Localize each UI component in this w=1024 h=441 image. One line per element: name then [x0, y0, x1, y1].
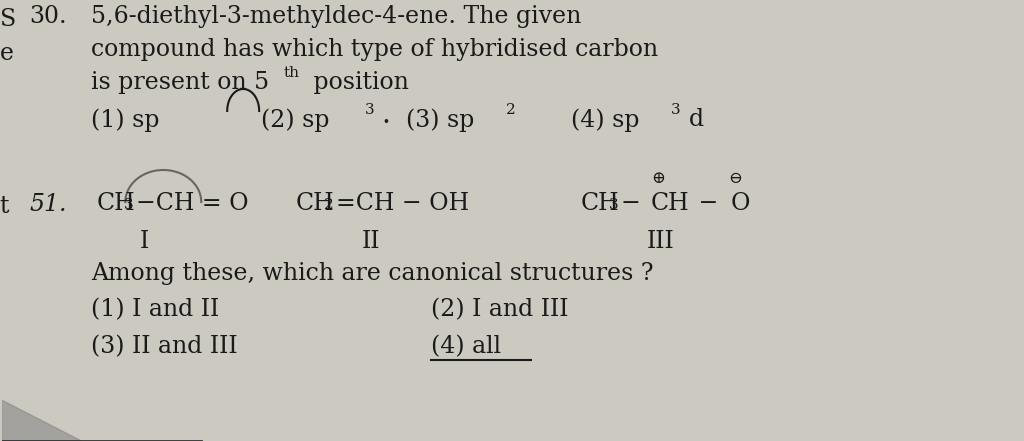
Text: (3) II and III: (3) II and III: [91, 335, 238, 358]
Text: Among these, which are canonical structures ?: Among these, which are canonical structu…: [91, 262, 654, 285]
Text: 2: 2: [324, 198, 334, 212]
Text: −: −: [621, 192, 640, 215]
Text: (4) sp: (4) sp: [570, 108, 639, 131]
Text: −CH = O: −CH = O: [136, 192, 249, 215]
Text: =CH − OH: =CH − OH: [336, 192, 469, 215]
Text: (1) sp: (1) sp: [91, 108, 160, 131]
Text: 51.: 51.: [30, 193, 67, 216]
Text: (2) sp: (2) sp: [261, 108, 330, 131]
Text: 3: 3: [365, 103, 375, 117]
Text: (3) sp: (3) sp: [406, 108, 474, 131]
Text: th: th: [283, 66, 299, 80]
Text: is present on 5: is present on 5: [91, 71, 269, 94]
Text: −: −: [690, 192, 725, 215]
Text: 3: 3: [671, 103, 680, 117]
Text: t: t: [0, 195, 9, 218]
Text: ⊕: ⊕: [651, 170, 666, 187]
Text: (1) I and II: (1) I and II: [91, 298, 220, 321]
Text: ⊖: ⊖: [728, 170, 742, 187]
Text: e: e: [0, 42, 13, 65]
Text: (2) I and III: (2) I and III: [431, 298, 568, 321]
Text: II: II: [361, 230, 380, 253]
Text: position: position: [306, 71, 409, 94]
Text: CH: CH: [96, 192, 135, 215]
Text: 3: 3: [124, 198, 134, 212]
Text: CH: CH: [650, 192, 689, 215]
Polygon shape: [2, 400, 82, 441]
Text: 2: 2: [506, 103, 515, 117]
Text: O: O: [730, 192, 750, 215]
Text: I: I: [139, 230, 148, 253]
Text: (4) all: (4) all: [431, 335, 501, 358]
Text: d: d: [688, 108, 703, 131]
Text: CH: CH: [296, 192, 335, 215]
Text: ·: ·: [381, 110, 390, 137]
Text: 3: 3: [608, 198, 618, 212]
Text: 5,6-diethyl-3-methyldec-4-ene. The given: 5,6-diethyl-3-methyldec-4-ene. The given: [91, 5, 582, 28]
Text: III: III: [647, 230, 675, 253]
Text: 30.: 30.: [30, 5, 68, 28]
Text: S: S: [0, 8, 15, 31]
Text: compound has which type of hybridised carbon: compound has which type of hybridised ca…: [91, 38, 658, 61]
Text: CH: CH: [581, 192, 620, 215]
